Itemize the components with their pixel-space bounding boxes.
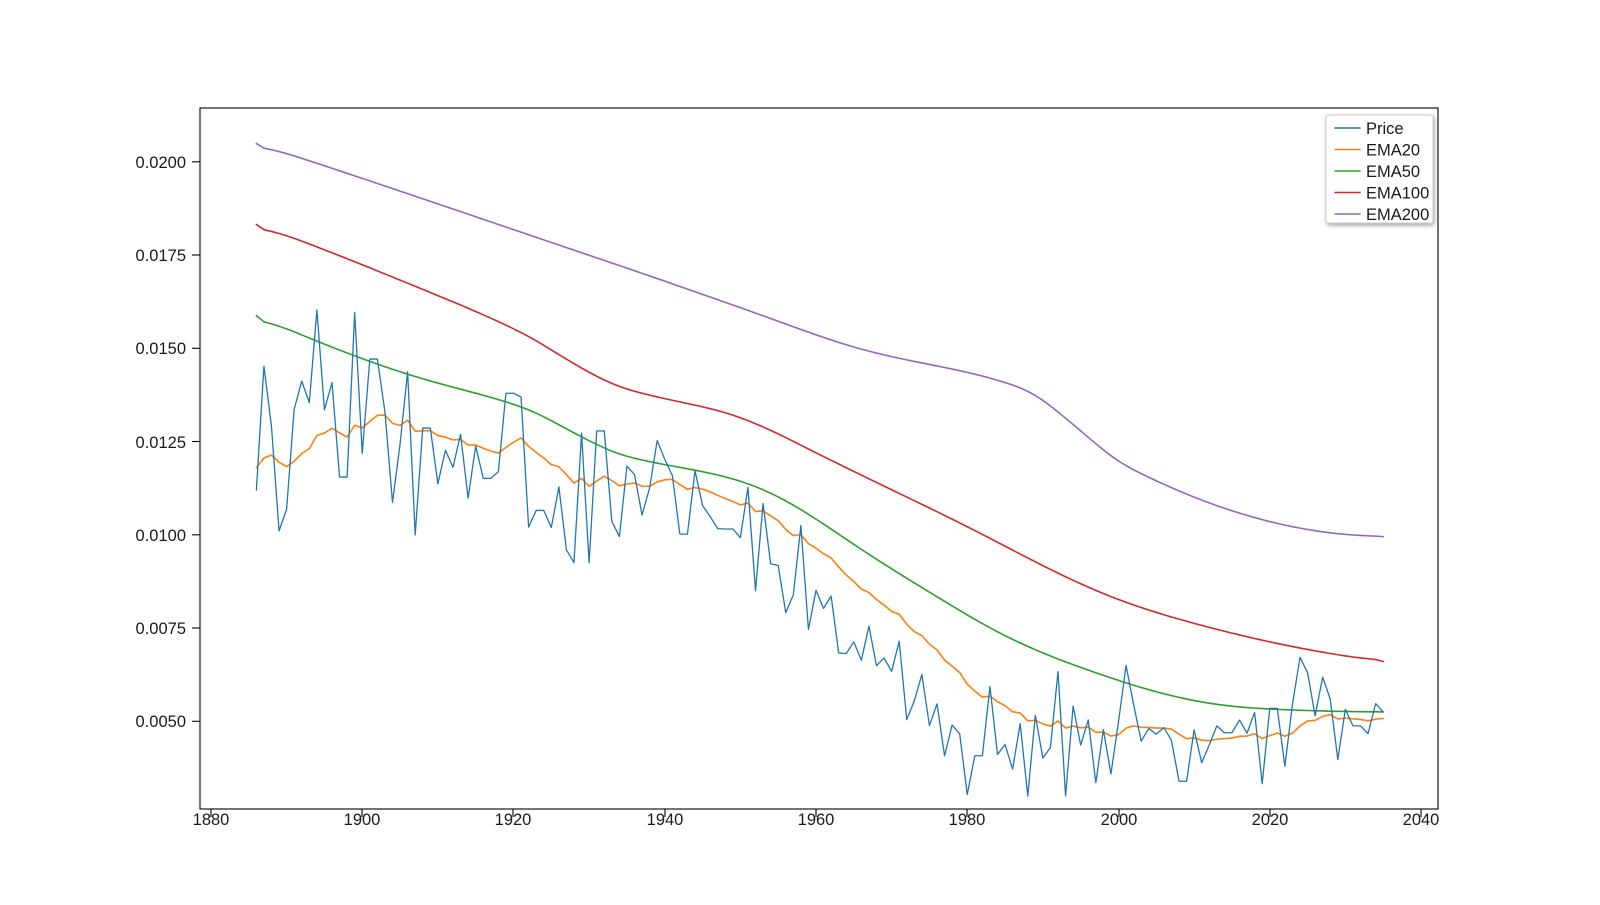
svg-text:0.0200: 0.0200 <box>136 154 186 172</box>
svg-text:Price: Price <box>1366 120 1404 138</box>
svg-text:0.0150: 0.0150 <box>136 340 186 358</box>
svg-text:2000: 2000 <box>1101 811 1138 829</box>
svg-text:EMA200: EMA200 <box>1366 206 1429 224</box>
svg-text:1900: 1900 <box>344 811 381 829</box>
svg-text:EMA100: EMA100 <box>1366 185 1429 203</box>
svg-text:0.0050: 0.0050 <box>136 713 186 731</box>
svg-text:2040: 2040 <box>1403 811 1440 829</box>
svg-text:0.0125: 0.0125 <box>136 434 186 452</box>
svg-text:2020: 2020 <box>1252 811 1289 829</box>
svg-text:1960: 1960 <box>798 811 835 829</box>
svg-text:1940: 1940 <box>647 811 684 829</box>
svg-text:0.0175: 0.0175 <box>136 247 186 265</box>
svg-text:0.0100: 0.0100 <box>136 527 186 545</box>
svg-text:1920: 1920 <box>495 811 532 829</box>
svg-text:1880: 1880 <box>193 811 230 829</box>
svg-text:EMA50: EMA50 <box>1366 163 1420 181</box>
svg-text:0.0075: 0.0075 <box>136 620 186 638</box>
svg-text:EMA20: EMA20 <box>1366 142 1420 160</box>
svg-text:1980: 1980 <box>949 811 986 829</box>
